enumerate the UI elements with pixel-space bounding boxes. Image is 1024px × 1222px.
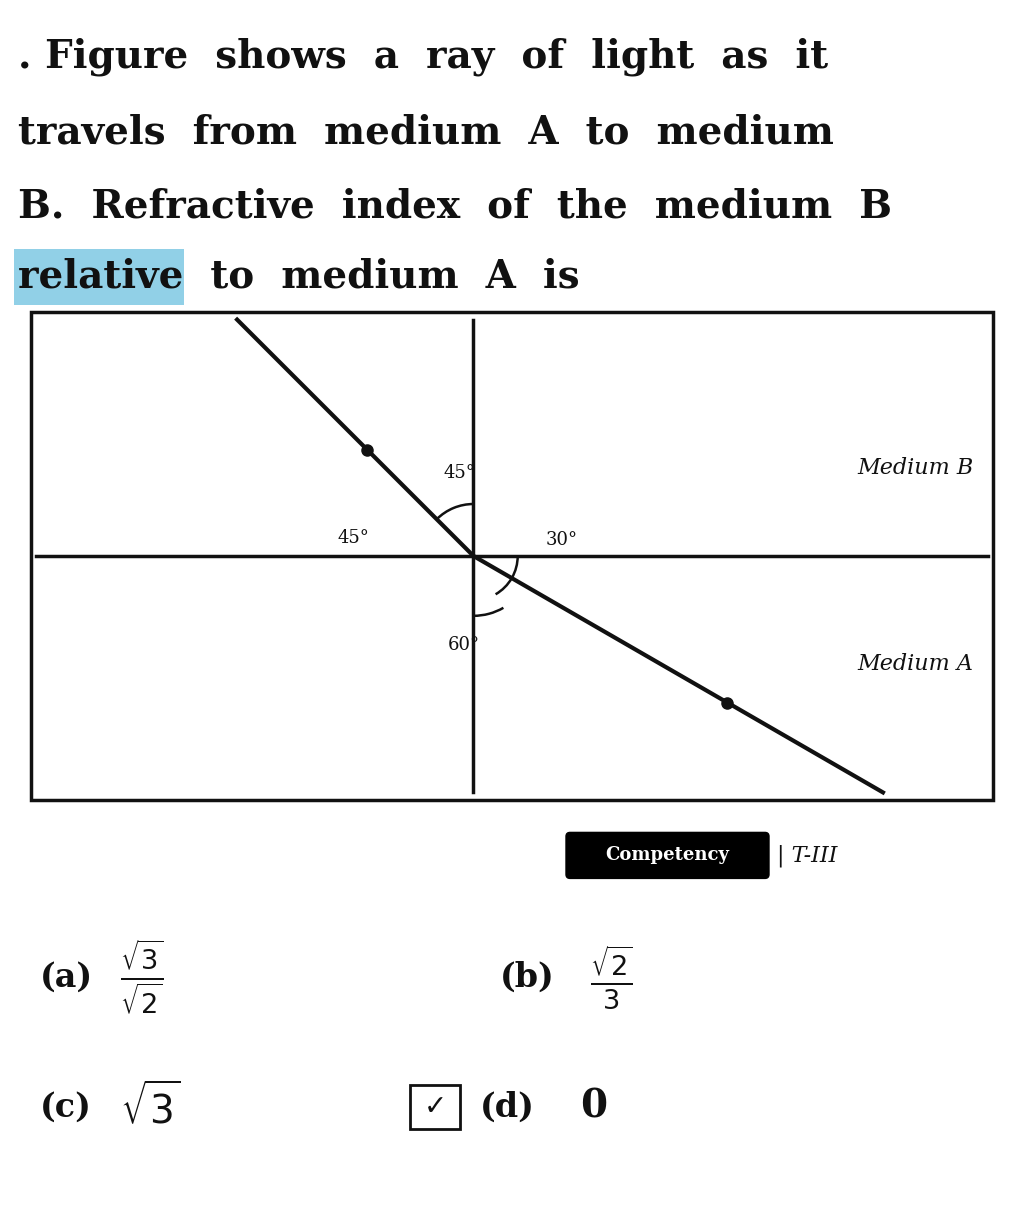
Text: 0: 0 xyxy=(580,1088,607,1125)
Text: 60°: 60° xyxy=(447,635,479,654)
Text: . Figure  shows  a  ray  of  light  as  it: . Figure shows a ray of light as it xyxy=(18,38,828,76)
Text: $\sqrt{3}$: $\sqrt{3}$ xyxy=(120,1083,181,1132)
Text: Medium B: Medium B xyxy=(857,457,973,479)
Text: 45°: 45° xyxy=(443,464,475,481)
Text: $\frac{\sqrt{2}}{3}$: $\frac{\sqrt{2}}{3}$ xyxy=(590,943,633,1011)
Text: 45°: 45° xyxy=(338,529,370,547)
Text: (c): (c) xyxy=(40,1090,92,1123)
Text: relative  to  medium  A  is: relative to medium A is xyxy=(18,258,580,296)
Text: ✓: ✓ xyxy=(423,1092,446,1121)
Text: (a): (a) xyxy=(40,960,93,993)
Bar xyxy=(410,1085,460,1129)
Text: | T-III: | T-III xyxy=(777,844,838,866)
FancyBboxPatch shape xyxy=(14,249,184,306)
Text: (b): (b) xyxy=(500,960,555,993)
Text: $\frac{\sqrt{3}}{\sqrt{2}}$: $\frac{\sqrt{3}}{\sqrt{2}}$ xyxy=(120,937,163,1017)
Text: (d): (d) xyxy=(480,1090,535,1123)
FancyBboxPatch shape xyxy=(566,832,769,879)
Bar xyxy=(31,312,993,800)
Text: Competency: Competency xyxy=(605,847,729,864)
Text: B.  Refractive  index  of  the  medium  B: B. Refractive index of the medium B xyxy=(18,188,892,226)
Text: travels  from  medium  A  to  medium: travels from medium A to medium xyxy=(18,112,834,152)
Text: 30°: 30° xyxy=(546,532,578,549)
Text: Medium A: Medium A xyxy=(857,653,973,675)
